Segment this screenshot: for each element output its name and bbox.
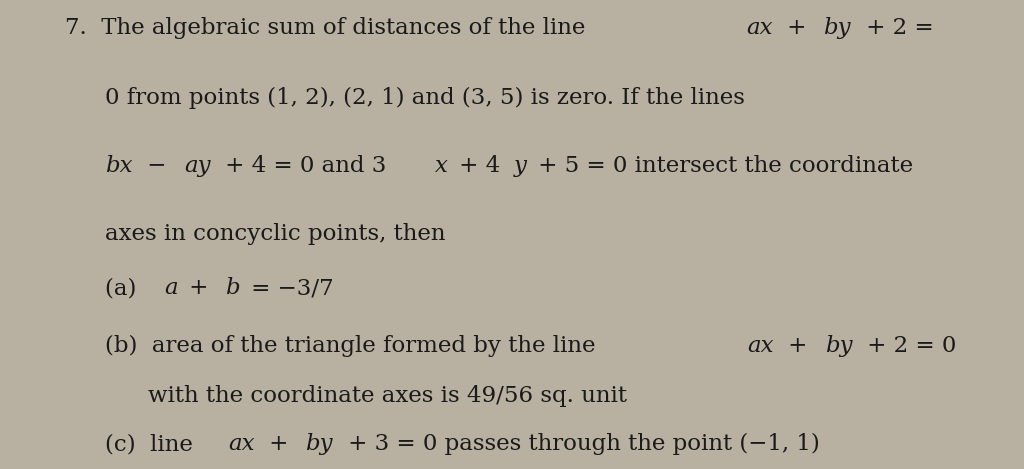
Text: by: by (823, 17, 851, 39)
Text: + 4 = 0 and 3: + 4 = 0 and 3 (218, 155, 386, 177)
Text: = −3/7: = −3/7 (244, 277, 334, 299)
Text: + 2 =: + 2 = (859, 17, 934, 39)
Text: x: x (435, 155, 449, 177)
Text: (b)  area of the triangle formed by the line: (b) area of the triangle formed by the l… (105, 335, 603, 357)
Text: with the coordinate axes is 49/56 sq. unit: with the coordinate axes is 49/56 sq. un… (148, 385, 627, 407)
Text: + 4: + 4 (452, 155, 500, 177)
Text: + 3 = 0 passes through the point (−1, 1): + 3 = 0 passes through the point (−1, 1) (341, 433, 819, 455)
Text: 7.  The algebraic sum of distances of the line: 7. The algebraic sum of distances of the… (65, 17, 593, 39)
Text: by: by (305, 433, 333, 455)
Text: + 5 = 0 intersect the coordinate: + 5 = 0 intersect the coordinate (530, 155, 913, 177)
Text: by: by (825, 335, 852, 357)
Text: axes in concyclic points, then: axes in concyclic points, then (105, 223, 445, 245)
Text: a: a (164, 277, 178, 299)
Text: (a): (a) (105, 277, 151, 299)
Text: +: + (780, 17, 814, 39)
Text: b: b (225, 277, 240, 299)
Text: ax: ax (227, 433, 254, 455)
Text: 0 from points (1, 2), (2, 1) and (3, 5) is zero. If the lines: 0 from points (1, 2), (2, 1) and (3, 5) … (105, 87, 744, 109)
Text: +: + (262, 433, 296, 455)
Text: ax: ax (745, 17, 772, 39)
Text: bx: bx (105, 155, 132, 177)
Text: ay: ay (184, 155, 210, 177)
Text: +: + (781, 335, 815, 357)
Text: ax: ax (748, 335, 774, 357)
Text: +: + (182, 277, 215, 299)
Text: y: y (514, 155, 527, 177)
Text: −: − (140, 155, 174, 177)
Text: + 2 = 0: + 2 = 0 (860, 335, 956, 357)
Text: (c)  line: (c) line (105, 433, 200, 455)
